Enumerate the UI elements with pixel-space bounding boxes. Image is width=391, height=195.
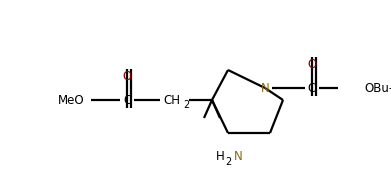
Text: N: N — [261, 82, 269, 95]
Text: MeO: MeO — [58, 93, 84, 106]
Text: 2: 2 — [183, 100, 189, 110]
Text: 2: 2 — [225, 157, 231, 167]
Text: C: C — [123, 93, 131, 106]
Text: C: C — [308, 82, 316, 95]
Text: O: O — [122, 71, 132, 83]
Text: OBu-t: OBu-t — [364, 82, 391, 95]
Text: O: O — [307, 58, 317, 72]
Text: N: N — [234, 151, 242, 163]
Text: H: H — [215, 151, 224, 163]
Text: CH: CH — [163, 93, 181, 106]
